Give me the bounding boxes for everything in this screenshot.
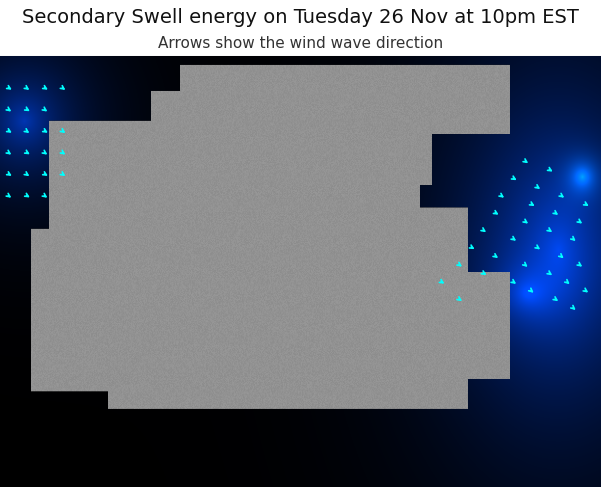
Text: Arrows show the wind wave direction: Arrows show the wind wave direction	[158, 36, 443, 51]
Text: Secondary Swell energy on Tuesday 26 Nov at 10pm EST: Secondary Swell energy on Tuesday 26 Nov…	[22, 8, 579, 27]
